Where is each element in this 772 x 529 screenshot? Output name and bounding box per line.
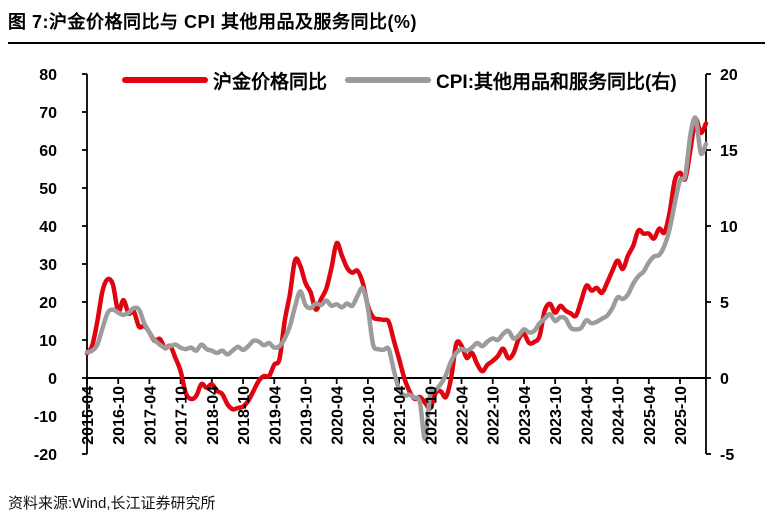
chart-area: 80 70 60 50 40 30 20 10 0 -10 -20 20 15 10 5 0 -5 2016-04…: [0, 50, 772, 480]
svg-text:10: 10: [720, 219, 738, 236]
svg-text:2016-10: 2016-10: [111, 386, 128, 445]
svg-text:2017-10: 2017-10: [174, 386, 191, 445]
svg-text:2020-10: 2020-10: [361, 386, 378, 445]
svg-text:5: 5: [720, 295, 729, 312]
svg-text:2024-04: 2024-04: [579, 386, 596, 445]
svg-text:20: 20: [39, 295, 57, 312]
svg-text:2022-10: 2022-10: [486, 386, 503, 445]
svg-text:-10: -10: [34, 409, 57, 426]
svg-text:15: 15: [720, 143, 738, 160]
legend-label-gold: 沪金价格同比: [213, 71, 328, 93]
svg-text:2023-04: 2023-04: [517, 386, 534, 445]
svg-text:2025-10: 2025-10: [673, 386, 690, 445]
svg-text:60: 60: [39, 143, 57, 160]
svg-text:-20: -20: [34, 447, 57, 464]
legend-item-gold: 沪金价格同比: [122, 67, 327, 94]
svg-text:40: 40: [39, 219, 57, 236]
figure-title: 图 7:沪金价格同比与 CPI 其他用品及服务同比(%): [8, 12, 418, 32]
svg-text:2025-04: 2025-04: [642, 386, 659, 445]
svg-text:2021-04: 2021-04: [392, 386, 409, 445]
svg-text:2021-10: 2021-10: [423, 386, 440, 445]
svg-text:2018-10: 2018-10: [236, 386, 253, 445]
gold-series-swatch-icon: [122, 77, 208, 83]
svg-text:-5: -5: [720, 447, 734, 464]
svg-text:0: 0: [48, 371, 57, 388]
svg-text:2018-04: 2018-04: [205, 386, 222, 445]
title-rule: [8, 42, 765, 44]
svg-text:2020-04: 2020-04: [330, 386, 347, 445]
svg-text:2024-10: 2024-10: [611, 386, 628, 445]
line-chart: 80706050403020100-10-2020151050-52016-04…: [34, 67, 738, 464]
svg-text:2022-04: 2022-04: [455, 386, 472, 445]
svg-text:30: 30: [39, 257, 57, 274]
svg-text:2019-04: 2019-04: [267, 386, 284, 445]
svg-text:2023-10: 2023-10: [548, 386, 565, 445]
svg-text:2019-10: 2019-10: [298, 386, 315, 445]
source-note: 资料来源:Wind,长江证券研究所: [8, 495, 216, 512]
svg-text:20: 20: [720, 67, 738, 84]
svg-text:80: 80: [39, 67, 57, 84]
svg-text:10: 10: [39, 333, 57, 350]
svg-text:0: 0: [720, 371, 729, 388]
legend-label-cpi: CPI:其他用品和服务同比(右): [436, 71, 677, 93]
svg-text:70: 70: [39, 105, 57, 122]
svg-text:50: 50: [39, 181, 57, 198]
svg-text:2017-04: 2017-04: [142, 386, 159, 445]
cpi-series-swatch-icon: [345, 77, 432, 83]
svg-text:2016-04: 2016-04: [80, 386, 97, 445]
chart-legend: 沪金价格同比 CPI:其他用品和服务同比(右): [122, 66, 677, 94]
legend-item-cpi: CPI:其他用品和服务同比(右): [345, 67, 677, 94]
